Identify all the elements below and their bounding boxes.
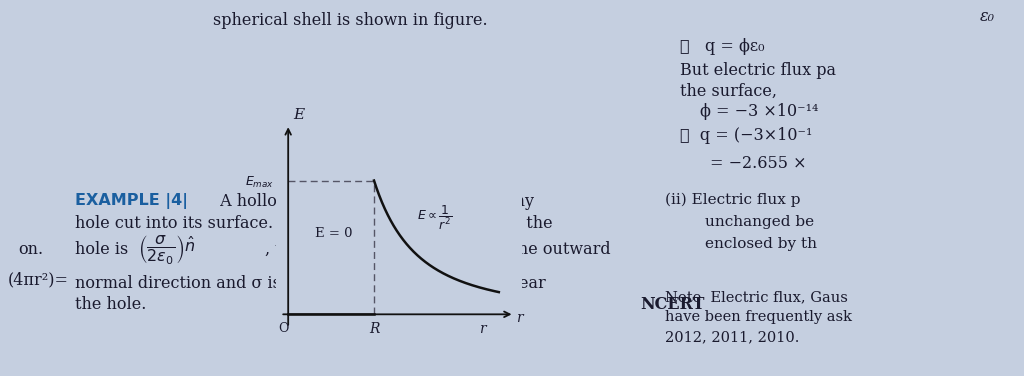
Text: Note  Electric flux, Gaus: Note Electric flux, Gaus <box>665 290 848 304</box>
Text: $\left(\dfrac{\sigma}{2\varepsilon_0}\right)\hat{n}$: $\left(\dfrac{\sigma}{2\varepsilon_0}\ri… <box>138 233 196 266</box>
Text: hole is: hole is <box>75 241 128 258</box>
Text: enclosed by th: enclosed by th <box>705 237 817 251</box>
Text: r: r <box>516 311 522 325</box>
Text: = −2.655 ×: = −2.655 × <box>710 155 807 172</box>
Text: ε₀: ε₀ <box>980 8 995 25</box>
Text: ∴   q = ϕε₀: ∴ q = ϕε₀ <box>680 38 765 55</box>
Text: R: R <box>370 322 380 336</box>
Text: NCERT: NCERT <box>640 296 705 313</box>
Text: O: O <box>279 322 289 335</box>
Text: the surface,: the surface, <box>680 83 777 100</box>
Text: , where ń is the unit vector in the outward: , where ń is the unit vector in the outw… <box>265 241 610 258</box>
Text: hole cut into its surface. Show that the electric field in the: hole cut into its surface. Show that the… <box>75 215 553 232</box>
Text: E = 0: E = 0 <box>315 227 353 240</box>
Text: ϕ = −3 ×10⁻¹⁴: ϕ = −3 ×10⁻¹⁴ <box>700 103 818 120</box>
Text: EXAMPLE |4|: EXAMPLE |4| <box>75 193 188 209</box>
Text: have been frequently ask: have been frequently ask <box>665 310 852 324</box>
Text: A hollow charged conductor has a tiny: A hollow charged conductor has a tiny <box>215 193 534 210</box>
Text: 2012, 2011, 2010.: 2012, 2011, 2010. <box>665 330 800 344</box>
Text: ∴  q = (−3×10⁻¹: ∴ q = (−3×10⁻¹ <box>680 127 812 144</box>
Text: normal direction and σ is the surface charge density near: normal direction and σ is the surface ch… <box>75 275 546 292</box>
Text: on.: on. <box>18 241 43 258</box>
Text: But electric flux pa: But electric flux pa <box>680 62 836 79</box>
Text: $E \propto \dfrac{1}{r^2}$: $E \propto \dfrac{1}{r^2}$ <box>417 204 453 232</box>
Text: the hole.: the hole. <box>75 296 146 313</box>
Text: (4πr²)=: (4πr²)= <box>8 271 69 288</box>
Text: unchanged be: unchanged be <box>705 215 814 229</box>
Text: spherical shell is shown in figure.: spherical shell is shown in figure. <box>213 12 487 29</box>
Text: (ii) Electric flux p: (ii) Electric flux p <box>665 193 801 208</box>
Text: r: r <box>479 322 486 336</box>
Text: E: E <box>293 108 304 122</box>
Text: $E_{max}$: $E_{max}$ <box>246 175 274 190</box>
